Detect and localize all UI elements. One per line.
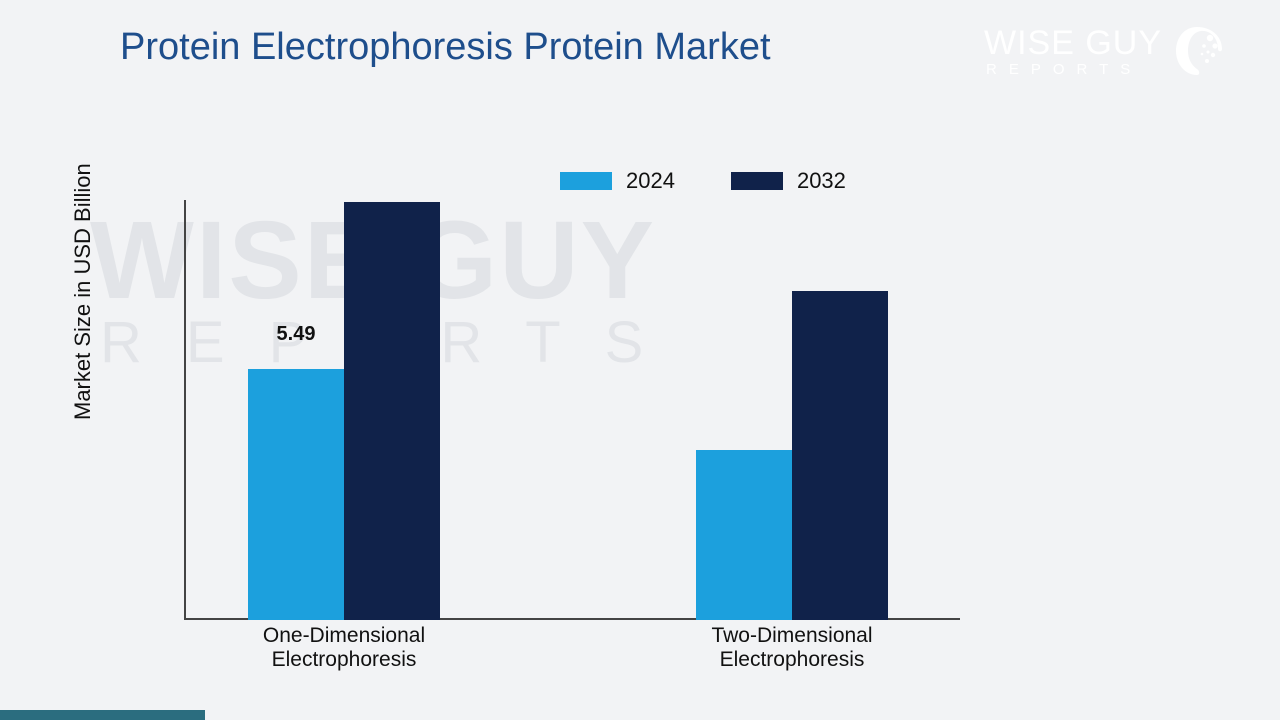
chart-plot: One-Dimensional Electrophoresis5.49Two-D… — [184, 200, 960, 620]
category-label: Two-Dimensional Electrophoresis — [662, 620, 922, 672]
y-axis-line — [184, 200, 186, 620]
brand-logo-icon — [1170, 24, 1224, 78]
bar-2024 — [696, 450, 792, 620]
legend-swatch — [560, 172, 612, 190]
bottom-accent-bar — [0, 710, 205, 720]
legend-label: 2024 — [626, 168, 675, 194]
brand-logo-sub: REPORTS — [984, 61, 1162, 78]
legend: 2024 2032 — [560, 168, 846, 194]
bar-value-label: 5.49 — [277, 323, 316, 346]
bar-2024 — [248, 369, 344, 620]
bar-2032 — [344, 202, 440, 620]
page-root: WISE GUY REPORTS Protein Electrophoresis… — [0, 0, 1280, 720]
bar-2032 — [792, 291, 888, 620]
chart-title: Protein Electrophoresis Protein Market — [120, 26, 840, 70]
right-accent-band — [970, 0, 1280, 720]
legend-item-2024: 2024 — [560, 168, 675, 194]
brand-logo-main: WISE GUY — [984, 24, 1162, 63]
category-label: One-Dimensional Electrophoresis — [214, 620, 474, 672]
brand-logo: WISE GUY REPORTS — [984, 24, 1254, 78]
y-axis-label: Market Size in USD Billion — [70, 163, 96, 420]
legend-item-2032: 2032 — [731, 168, 846, 194]
legend-label: 2032 — [797, 168, 846, 194]
legend-swatch — [731, 172, 783, 190]
